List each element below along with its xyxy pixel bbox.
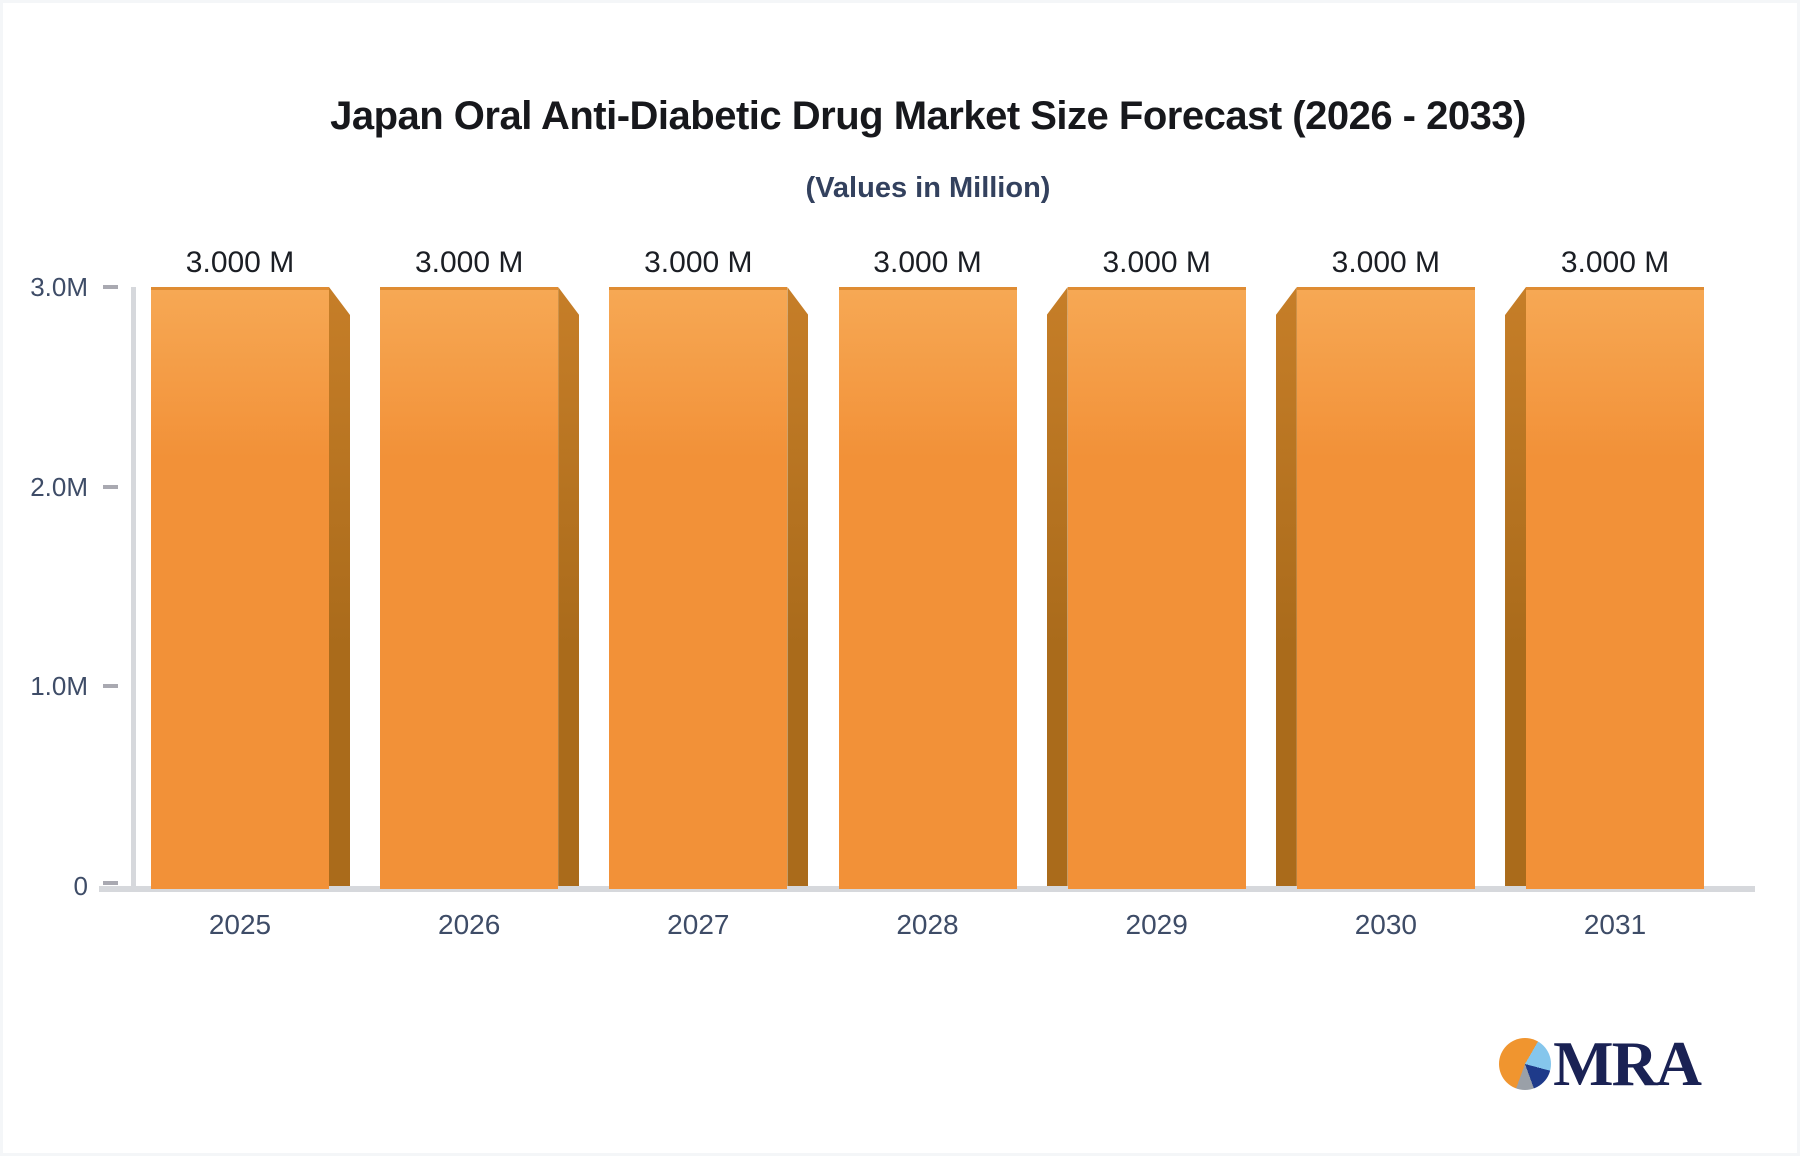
y-axis-tick-mark <box>103 484 118 489</box>
y-axis-tick-mark <box>103 684 118 689</box>
bar-2027 <box>609 287 788 889</box>
bar-2026-3d-side <box>558 287 580 886</box>
y-axis-tick-label: 3.0M <box>30 272 88 302</box>
y-axis-tick-label: 0 <box>73 871 88 901</box>
x-axis-label-2025: 2025 <box>208 909 272 940</box>
y-axis-tick-label: 1.0M <box>30 671 88 702</box>
mra-logo: MRA <box>1499 1028 1702 1099</box>
bar-value-label: 3.000 M <box>873 246 982 279</box>
x-axis-label-2029: 2029 <box>1125 909 1188 940</box>
mra-pie-chart-icon <box>1499 1038 1552 1090</box>
chart-subtitle: (Values in Million) <box>805 172 1051 204</box>
x-axis-line <box>99 886 1755 892</box>
bar-2026 <box>380 287 559 889</box>
bar-2031-3d-side <box>1505 287 1527 886</box>
bar-2030 <box>1296 287 1475 889</box>
y-axis-tick-label: 2.0M <box>30 471 88 502</box>
bar-value-label: 3.000 M <box>414 246 524 279</box>
chart-title: Japan Oral Anti-Diabetic Drug Market Siz… <box>330 94 1526 138</box>
bar-2028 <box>838 287 1017 889</box>
y-axis-tick-mark <box>103 285 118 289</box>
y-axis-tick-mark <box>103 881 118 885</box>
bar-2025-3d-side <box>329 287 350 886</box>
x-axis-label-2026: 2026 <box>438 909 501 940</box>
x-axis-label-2030: 2030 <box>1354 909 1417 940</box>
bar-2030-3d-side <box>1275 287 1297 886</box>
bar-value-label: 3.000 M <box>185 246 295 279</box>
bar-value-label: 3.000 M <box>1331 246 1441 279</box>
bar-value-label: 3.000 M <box>1560 246 1670 279</box>
x-axis-label-2028: 2028 <box>896 909 959 940</box>
bar-value-label: 3.000 M <box>644 246 753 279</box>
bar-2029-3d-side <box>1046 287 1068 886</box>
mra-logo-text: MRA <box>1553 1028 1702 1099</box>
bar-value-label: 3.000 M <box>1102 246 1211 279</box>
x-axis-label-2027: 2027 <box>667 909 730 940</box>
bar-2029 <box>1067 287 1246 889</box>
y-axis-line <box>131 287 136 886</box>
x-axis-label-2031: 2031 <box>1583 909 1647 940</box>
bar-2027-3d-side <box>787 287 809 886</box>
bar-2025 <box>151 287 329 889</box>
bar-2031 <box>1526 287 1705 889</box>
